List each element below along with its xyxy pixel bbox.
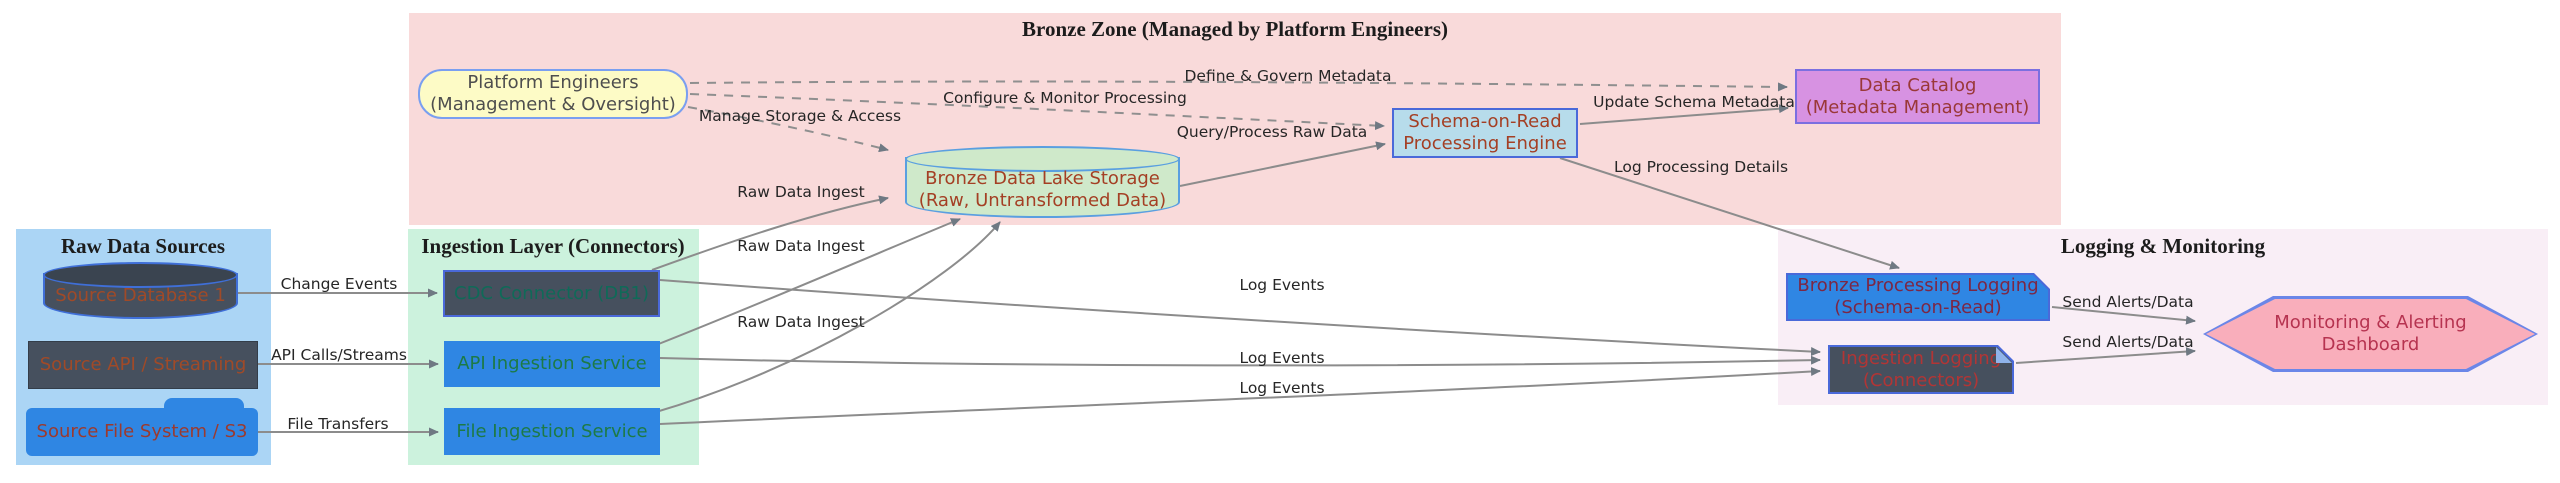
edge-label-send-alerts-2: Send Alerts/Data	[2062, 333, 2194, 351]
node-label: Bronze Processing Logging	[1797, 275, 2039, 297]
node-label: Ingestion Logging	[1840, 347, 2002, 369]
node-label: (Schema-on-Read)	[1834, 297, 2002, 318]
node-label: (Metadata Management)	[1805, 96, 2030, 118]
edge-label-log-events-2: Log Events	[1239, 349, 1325, 367]
node-file-ingestion-service: File Ingestion Service	[444, 408, 660, 455]
edge-label-update-schema: Update Schema Metadata	[1593, 93, 1795, 111]
node-label: (Raw, Untransformed Data)	[918, 189, 1167, 211]
node-monitoring-dashboard: Monitoring & Alerting Dashboard	[2203, 296, 2538, 372]
node-label: Schema-on-Read	[1408, 111, 1562, 133]
edge-label-query-process: Query/Process Raw Data	[1176, 123, 1368, 141]
edge-label-log-events-1: Log Events	[1239, 276, 1325, 294]
zone-title-ingestion-layer: Ingestion Layer (Connectors)	[421, 234, 685, 258]
folder-tab	[164, 398, 244, 414]
edge-label-file-transfers: File Transfers	[287, 415, 389, 433]
node-platform-engineers: Platform Engineers (Management & Oversig…	[418, 69, 688, 119]
node-label: Processing Engine	[1403, 133, 1567, 154]
edge-label-raw-ingest-2: Raw Data Ingest	[737, 237, 865, 255]
node-bronze-data-lake-storage: Bronze Data Lake Storage (Raw, Untransfo…	[905, 146, 1180, 218]
node-label: Source File System / S3	[36, 421, 248, 443]
node-label: API Ingestion Service	[457, 353, 647, 375]
card-body: Ingestion Logging (Connectors)	[1830, 347, 2012, 392]
cylinder-top	[905, 146, 1180, 172]
edge-label-log-events-3: Log Events	[1239, 379, 1325, 397]
node-api-ingestion-service: API Ingestion Service	[444, 341, 660, 387]
node-label: File Ingestion Service	[456, 420, 648, 442]
node-label: (Connectors)	[1862, 369, 1980, 391]
node-label: Dashboard	[2321, 334, 2420, 355]
node-label: CDC Connector (DB1)	[454, 282, 649, 304]
node-label: Platform Engineers	[467, 72, 639, 94]
zone-title-logging-monitoring: Logging & Monitoring	[2060, 234, 2266, 258]
node-bronze-processing-logging: Bronze Processing Logging (Schema-on-Rea…	[1786, 273, 2050, 321]
edge-label-define-govern: Define & Govern Metadata	[1184, 67, 1392, 85]
edge-label-manage-storage: Manage Storage & Access	[698, 107, 902, 125]
edge-label-configure-monitor: Configure & Monitor Processing	[943, 89, 1187, 107]
node-label: Monitoring & Alerting	[2274, 312, 2467, 334]
node-label: (Management & Oversight)	[430, 94, 676, 115]
edge-label-raw-ingest-1: Raw Data Ingest	[737, 183, 865, 201]
zone-title-bronze: Bronze Zone (Managed by Platform Enginee…	[1022, 17, 1448, 41]
node-schema-engine: Schema-on-Read Processing Engine	[1392, 108, 1578, 158]
node-source-file-system: Source File System / S3	[26, 398, 258, 456]
cylinder-top	[43, 262, 238, 288]
edge-label-raw-ingest-3: Raw Data Ingest	[737, 313, 865, 331]
node-label: Source Database 1	[55, 285, 226, 307]
hexagon-body: Monitoring & Alerting Dashboard	[2206, 299, 2535, 369]
node-source-database: Source Database 1	[43, 262, 238, 319]
node-label: Data Catalog	[1858, 74, 1977, 96]
edge-label-api-calls: API Calls/Streams	[271, 346, 407, 364]
node-source-api: Source API / Streaming	[28, 341, 258, 389]
card-body: Bronze Processing Logging (Schema-on-Rea…	[1788, 275, 2048, 319]
edge-label-send-alerts-1: Send Alerts/Data	[2062, 293, 2194, 311]
edge-label-change-events: Change Events	[280, 275, 398, 293]
node-cdc-connector: CDC Connector (DB1)	[443, 270, 660, 317]
zone-title-raw-data-sources: Raw Data Sources	[60, 234, 226, 258]
edge-label-log-processing: Log Processing Details	[1613, 158, 1789, 176]
node-label: Source API / Streaming	[39, 354, 247, 376]
node-data-catalog: Data Catalog (Metadata Management)	[1795, 69, 2040, 124]
node-ingestion-logging: Ingestion Logging (Connectors)	[1828, 345, 2014, 394]
node-label: Bronze Data Lake Storage	[925, 167, 1160, 189]
